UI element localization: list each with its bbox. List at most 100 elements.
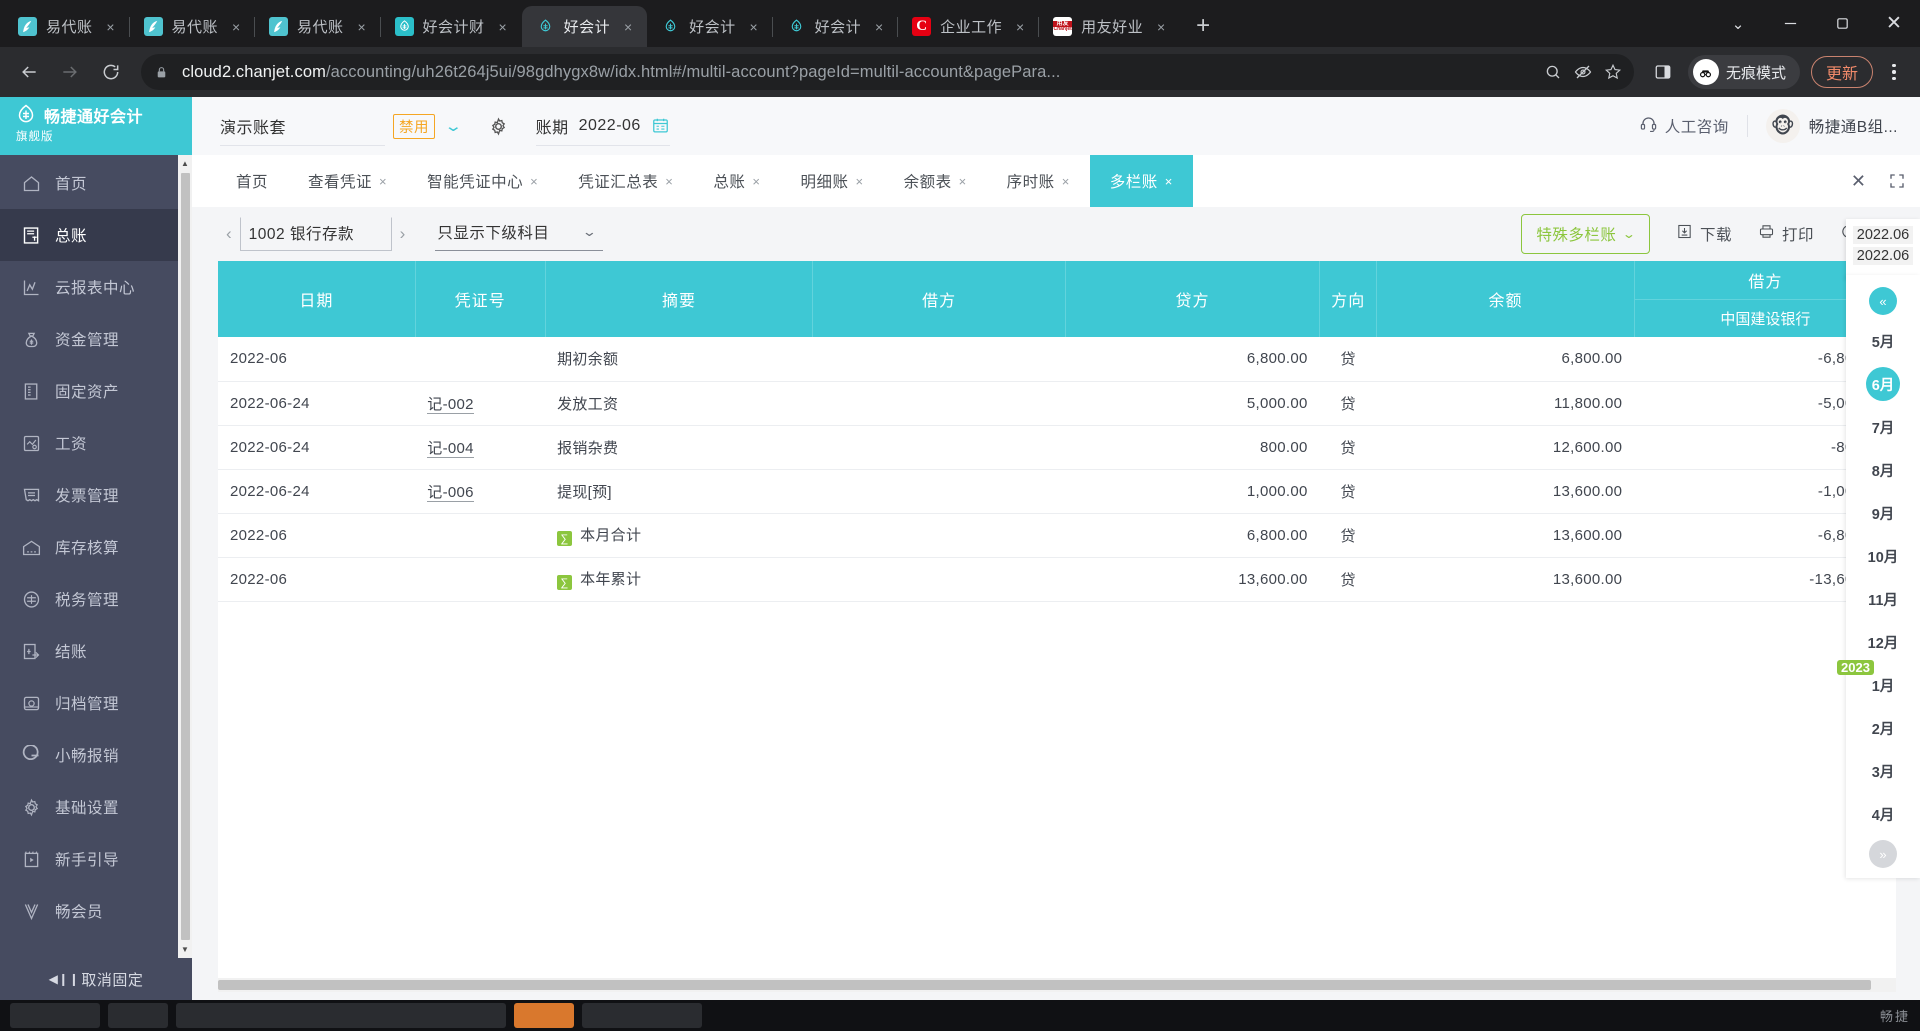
account-input[interactable]: 1002 银行存款 — [239, 217, 392, 251]
tab-general-ledger[interactable]: 总账 × — [693, 155, 780, 207]
browser-menu-icon[interactable] — [1878, 54, 1910, 90]
sidebar-item-guide[interactable]: 新手引导 — [0, 833, 192, 885]
browser-tab[interactable]: 好会计 × — [771, 6, 899, 47]
eye-off-icon[interactable] — [1568, 57, 1598, 87]
reload-icon[interactable] — [92, 53, 130, 91]
close-icon[interactable]: × — [106, 18, 115, 35]
table-row[interactable]: 2022-06 期初余额 6,800.00 贷 6,800.00 -6,800.… — [218, 337, 1896, 382]
unpin-sidebar-button[interactable]: ◀❙❙ 取消固定 — [0, 958, 192, 1000]
tab-chronological-ledger[interactable]: 序时账 × — [987, 155, 1090, 207]
next-account-icon[interactable]: › — [399, 224, 406, 243]
cell-voucher-no[interactable]: 记-002 — [415, 381, 546, 426]
expand-icon[interactable] — [1888, 172, 1906, 190]
chevron-down-icon[interactable]: ⌄ — [443, 118, 463, 135]
tab-multi-column-ledger[interactable]: 多栏账 × — [1089, 155, 1193, 207]
tab-detail-ledger[interactable]: 明细账 × — [780, 155, 883, 207]
cell-voucher-no[interactable]: 记-004 — [415, 425, 546, 470]
sidebar-item-invoice[interactable]: 发票管理 — [0, 469, 192, 521]
table-row[interactable]: 2022-06-24 记-002 发放工资 5,000.00 贷 11,800.… — [218, 381, 1896, 426]
gear-icon[interactable] — [484, 111, 514, 141]
close-icon[interactable]: × — [1164, 173, 1173, 189]
browser-tab[interactable]: 好会计财 × — [379, 6, 522, 47]
close-icon[interactable]: × — [379, 173, 388, 189]
voucher-link[interactable]: 记-002 — [427, 395, 474, 414]
browser-tab[interactable]: 用友 Chanjet 用友好业 × — [1038, 6, 1180, 47]
voucher-link[interactable]: 记-006 — [427, 483, 474, 502]
close-icon[interactable]: × — [958, 173, 967, 189]
sidebar-item-inventory[interactable]: 库存核算 — [0, 521, 192, 573]
browser-tab[interactable]: 易代账 × — [254, 6, 381, 47]
tab-voucher-summary[interactable]: 凭证汇总表 × — [558, 155, 693, 207]
close-icon[interactable]: × — [231, 18, 241, 35]
browser-tab[interactable]: 易代账 × — [128, 6, 256, 47]
scroll-up-icon[interactable]: ▲ — [181, 159, 189, 168]
maximize-icon[interactable] — [1816, 0, 1868, 47]
table-row[interactable]: 2022-06 ∑ 本月合计 6,800.00 贷 13,600.00 -6,80… — [218, 513, 1896, 558]
taskbar-item[interactable] — [176, 1003, 506, 1028]
close-icon[interactable]: × — [752, 173, 761, 189]
refresh-button[interactable]: 刷新 — [1840, 223, 1896, 245]
sidebar-item-funds[interactable]: 资金管理 — [0, 313, 192, 365]
window-close-icon[interactable]: ✕ — [1886, 13, 1902, 34]
table-row[interactable]: 2022-06 ∑ 本年累计 13,600.00 贷 13,600.00 -13,… — [218, 557, 1896, 602]
sidebar-item-home[interactable]: 首页 — [0, 157, 192, 209]
incognito-indicator[interactable]: 无痕模式 — [1687, 55, 1800, 89]
calendar-icon[interactable] — [651, 116, 670, 135]
close-icon[interactable]: × — [498, 18, 507, 35]
cell-voucher-no[interactable]: 记-006 — [415, 469, 546, 514]
browser-tab[interactable]: 易代账 × — [4, 6, 130, 47]
address-bar[interactable]: cloud2.chanjet.com/accounting/uh26t264j5… — [141, 54, 1634, 90]
table-horizontal-scrollbar[interactable] — [218, 978, 1896, 992]
scrollbar-thumb[interactable] — [218, 980, 1871, 990]
close-icon[interactable]: × — [1016, 18, 1025, 35]
prev-account-icon[interactable]: ‹ — [226, 224, 232, 243]
tab-smart-voucher-center[interactable]: 智能凭证中心 × — [407, 155, 558, 207]
sidebar-scrollbar[interactable]: ▲ ▼ — [178, 155, 192, 958]
taskbar-item-active[interactable] — [514, 1003, 574, 1028]
forward-icon[interactable] — [51, 53, 89, 91]
sidebar-item-ledger[interactable]: 总账 — [0, 209, 192, 261]
ledger-name[interactable]: 演示账套 — [220, 107, 385, 146]
tab-search-chevron-icon[interactable]: ⌄ — [1731, 15, 1745, 33]
close-icon[interactable]: × — [749, 18, 758, 35]
taskbar-item[interactable] — [582, 1003, 702, 1028]
taskbar-item[interactable] — [10, 1003, 100, 1028]
special-multi-column-button[interactable]: 特殊多栏账 ⌄ — [1521, 214, 1650, 254]
voucher-link[interactable]: 记-004 — [427, 439, 474, 458]
browser-tab[interactable]: 好会计 × — [647, 6, 773, 47]
support-link[interactable]: 人工咨询 — [1639, 114, 1729, 138]
bookmark-star-icon[interactable] — [1598, 57, 1628, 87]
taskbar-item[interactable] — [108, 1003, 168, 1028]
print-button[interactable]: 打印 — [1758, 223, 1814, 245]
side-panel-icon[interactable] — [1645, 54, 1681, 90]
close-icon[interactable]: × — [665, 173, 674, 189]
close-icon[interactable]: × — [875, 18, 884, 35]
scroll-down-icon[interactable]: ▼ — [181, 945, 189, 954]
close-icon[interactable]: × — [530, 173, 539, 189]
close-icon[interactable]: × — [855, 173, 864, 189]
close-icon[interactable]: × — [1061, 173, 1070, 189]
close-icon[interactable]: × — [623, 18, 633, 35]
sidebar-item-expense[interactable]: 小畅报销 — [0, 729, 192, 781]
table-row[interactable]: 2022-06-24 记-004 报销杂费 800.00 贷 12,600.00… — [218, 425, 1896, 470]
back-icon[interactable] — [10, 53, 48, 91]
user-menu[interactable]: 🐵 畅捷通B组... — [1765, 109, 1898, 143]
update-button[interactable]: 更新 — [1810, 56, 1873, 88]
sidebar-item-payroll[interactable]: 工资 — [0, 417, 192, 469]
period-selector[interactable]: 账期 2022-06 — [535, 107, 670, 146]
sidebar-item-archive[interactable]: 归档管理 — [0, 677, 192, 729]
sidebar-item-tax[interactable]: 税务管理 — [0, 573, 192, 625]
sidebar-item-closing[interactable]: 结账 — [0, 625, 192, 677]
sidebar-item-settings[interactable]: 基础设置 — [0, 781, 192, 833]
browser-tab[interactable]: C 企业工作 × — [897, 6, 1039, 47]
tab-home[interactable]: 首页 — [216, 155, 288, 207]
sidebar-item-fixed-assets[interactable]: 固定资产 — [0, 365, 192, 417]
table-row[interactable]: 2022-06-24 记-006 提现[预] 1,000.00 贷 13,600… — [218, 469, 1896, 514]
scrollbar-thumb[interactable] — [180, 173, 190, 940]
new-tab-button[interactable]: + — [1196, 12, 1211, 39]
tab-view-voucher[interactable]: 查看凭证 × — [288, 155, 407, 207]
browser-tab-active[interactable]: 好会计 × — [521, 6, 648, 47]
tab-balance-sheet[interactable]: 余额表 × — [884, 155, 987, 207]
close-icon[interactable]: × — [1157, 18, 1166, 35]
close-icon[interactable]: × — [357, 18, 366, 35]
